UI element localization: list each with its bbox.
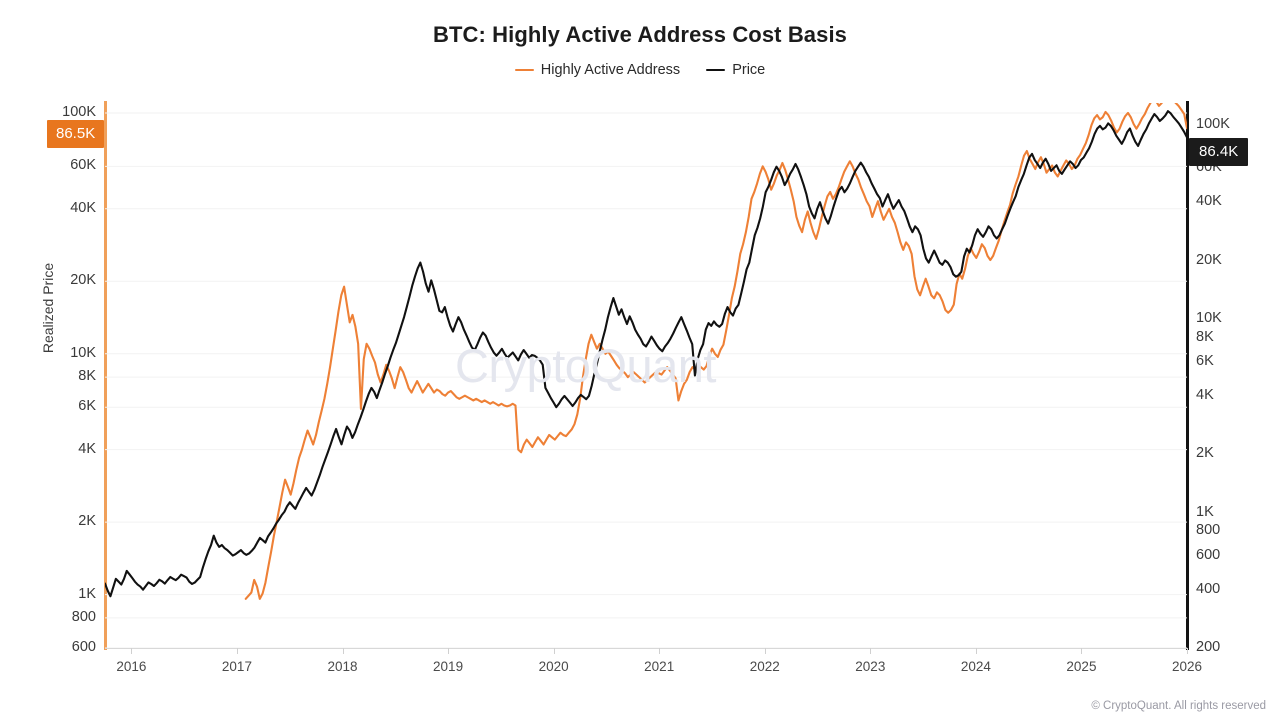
chart-canvas [105, 103, 1187, 648]
series-line-highly-active-address [244, 103, 1187, 600]
legend-label: Price [732, 62, 766, 78]
left-tick-label: 1K [78, 585, 96, 602]
x-tick-mark [1187, 648, 1188, 654]
left-value-badge: 86.5K [47, 120, 105, 149]
legend-swatch-icon [706, 68, 726, 72]
right-tick-label: 800 [1196, 522, 1221, 539]
x-tick-mark [659, 648, 661, 654]
x-tick-label: 2025 [1066, 659, 1097, 674]
left-tick-label: 60K [70, 157, 96, 174]
x-tick-label: 2022 [749, 659, 780, 674]
left-tick-label: 20K [70, 272, 96, 289]
right-tick-label: 20K [1196, 251, 1222, 268]
x-tick-mark [131, 648, 133, 654]
x-tick-label: 2020 [538, 659, 569, 674]
right-tick-label: 4K [1196, 386, 1214, 403]
x-tick-mark [975, 648, 977, 654]
left-tick-label: 2K [78, 513, 96, 530]
right-tick-label: 8K [1196, 328, 1214, 345]
x-tick-label: 2026 [1171, 659, 1203, 674]
series-line-price [105, 110, 1187, 598]
right-tick-label: 100K [1196, 116, 1230, 133]
right-tick-label: 10K [1196, 309, 1222, 326]
copyright-notice: © CryptoQuant. All rights reserved [1091, 700, 1266, 712]
left-tick-label: 6K [78, 398, 96, 415]
x-tick-label: 2023 [855, 659, 886, 674]
x-tick-mark [236, 648, 238, 654]
left-tick-label: 40K [70, 199, 96, 216]
x-tick-label: 2024 [960, 659, 991, 674]
right-tick-label: 2K [1196, 445, 1214, 462]
left-tick-label: 4K [78, 440, 96, 457]
legend-label: Highly Active Address [540, 62, 681, 78]
right-axis-spine [1186, 101, 1189, 650]
left-axis-spine [104, 101, 107, 650]
right-tick-label: 40K [1196, 193, 1222, 210]
left-tick-label: 10K [70, 344, 96, 361]
x-tick-mark [553, 648, 555, 654]
x-tick-mark [870, 648, 872, 654]
legend-item-0[interactable]: Highly Active Address [514, 62, 681, 78]
right-tick-label: 400 [1196, 580, 1221, 597]
legend-item-1[interactable]: Price [706, 62, 765, 78]
plot-area[interactable] [105, 103, 1187, 648]
x-tick-mark [1081, 648, 1083, 654]
left-tick-label: 600 [71, 639, 96, 655]
left-tick-label: 100K [62, 103, 96, 120]
right-tick-label: 6K [1196, 352, 1214, 369]
x-tick-label: 2018 [327, 659, 358, 674]
right-value-badge: 86.4K [1189, 138, 1249, 167]
right-tick-label: 1K [1196, 503, 1214, 520]
chart-legend: Highly Active Address Price [0, 62, 1280, 78]
left-tick-label: 800 [71, 608, 96, 625]
y-axis-title: Realized Price [40, 262, 56, 354]
left-tick-label: 8K [78, 368, 96, 385]
x-tick-mark [448, 648, 450, 654]
legend-swatch-icon [514, 68, 534, 72]
x-tick-mark [342, 648, 344, 654]
x-tick-mark [764, 648, 766, 654]
gridlines [105, 112, 1187, 648]
x-tick-label: 2019 [433, 659, 464, 674]
x-tick-label: 2016 [116, 659, 147, 674]
page-title: BTC: Highly Active Address Cost Basis [432, 22, 848, 47]
right-tick-label: 600 [1196, 546, 1221, 563]
right-tick-label: 200 [1196, 639, 1221, 655]
x-tick-label: 2017 [221, 659, 252, 674]
x-tick-label: 2021 [644, 659, 675, 674]
series-lines [105, 103, 1187, 600]
bottom-axis-spine [105, 648, 1187, 649]
